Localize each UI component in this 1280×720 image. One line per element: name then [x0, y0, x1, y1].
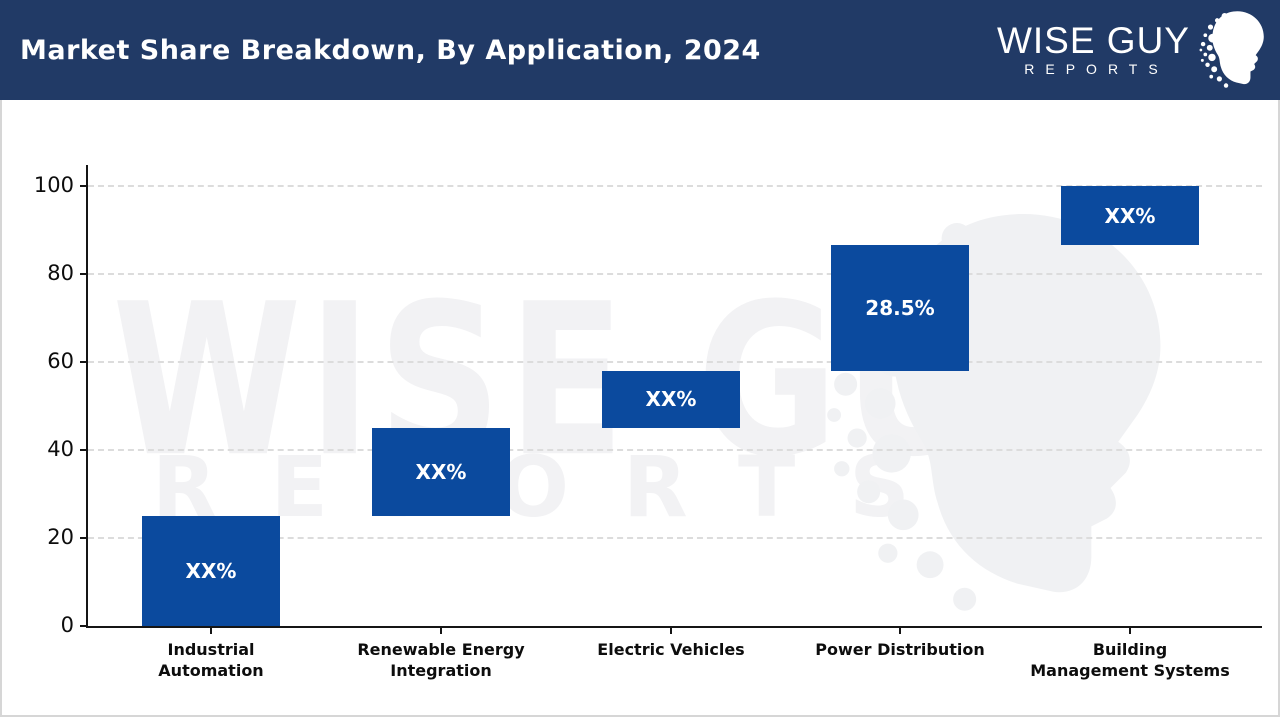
x-category-label-line: Automation — [158, 661, 264, 680]
x-category-label-line: Building — [1092, 640, 1168, 659]
x-category-label: Industrial Automation — [81, 639, 341, 681]
y-tick-mark — [80, 273, 88, 275]
x-category-label-line: Management Systems — [1030, 661, 1230, 680]
y-tick-mark — [80, 185, 88, 187]
bar: XX% — [372, 428, 510, 516]
y-tick-label: 80 — [47, 261, 74, 286]
x-category-label: Electric Vehicles — [541, 639, 801, 660]
page-title: Market Share Breakdown, By Application, … — [20, 34, 761, 66]
bar-value-label: XX% — [415, 460, 467, 484]
x-tick-mark — [210, 626, 212, 634]
y-tick-label: 20 — [47, 525, 74, 550]
gridline — [88, 537, 1262, 539]
bar-value-label: XX% — [645, 387, 697, 412]
bar-value-label: XX% — [185, 559, 237, 583]
logo-text: WISE GUY REPORTS — [997, 22, 1190, 78]
y-tick-mark — [80, 537, 88, 539]
x-category-label: Power Distribution — [770, 639, 1030, 660]
bar-value-label: XX% — [1104, 203, 1156, 228]
x-category-label: Renewable Energy Integration — [311, 639, 571, 681]
border-bottom — [0, 715, 1280, 717]
gridline — [88, 449, 1262, 451]
logo-secondary-text: REPORTS — [1024, 61, 1169, 77]
x-category-label-line: Integration — [390, 661, 492, 680]
bar: 28.5% — [831, 245, 969, 371]
y-tick-mark — [80, 625, 88, 627]
x-tick-mark — [440, 626, 442, 634]
y-axis-line — [86, 165, 88, 628]
bar-value-label: 28.5% — [865, 296, 935, 321]
x-category-label-line: Electric Vehicles — [597, 640, 745, 659]
x-category-label-line: Renewable Energy — [357, 640, 525, 659]
y-tick-label: 0 — [60, 613, 74, 638]
logo-head-icon — [1199, 11, 1264, 88]
border-right — [1278, 100, 1280, 717]
gridline — [88, 361, 1262, 363]
bar: XX% — [602, 370, 740, 428]
x-category-label-line: Power Distribution — [815, 640, 985, 659]
bar: XX% — [1061, 186, 1199, 246]
x-tick-mark — [670, 626, 672, 634]
logo: WISE GUY REPORTS — [997, 8, 1266, 92]
y-tick-label: 40 — [47, 437, 74, 462]
x-tick-mark — [899, 626, 901, 634]
y-tick-label: 60 — [47, 349, 74, 374]
x-category-label: Building Management Systems — [1000, 639, 1260, 681]
x-tick-mark — [1129, 626, 1131, 634]
y-tick-label: 100 — [33, 173, 74, 198]
y-tick-mark — [80, 361, 88, 363]
logo-primary-text: WISE GUY — [996, 20, 1190, 61]
x-category-label-line: Industrial — [167, 640, 255, 659]
bar: XX% — [142, 516, 280, 626]
x-axis-line — [86, 626, 1262, 628]
gridline — [88, 185, 1262, 187]
header-bar: Market Share Breakdown, By Application, … — [0, 0, 1280, 100]
gridline — [88, 273, 1262, 275]
y-tick-mark — [80, 449, 88, 451]
border-left — [0, 100, 2, 717]
